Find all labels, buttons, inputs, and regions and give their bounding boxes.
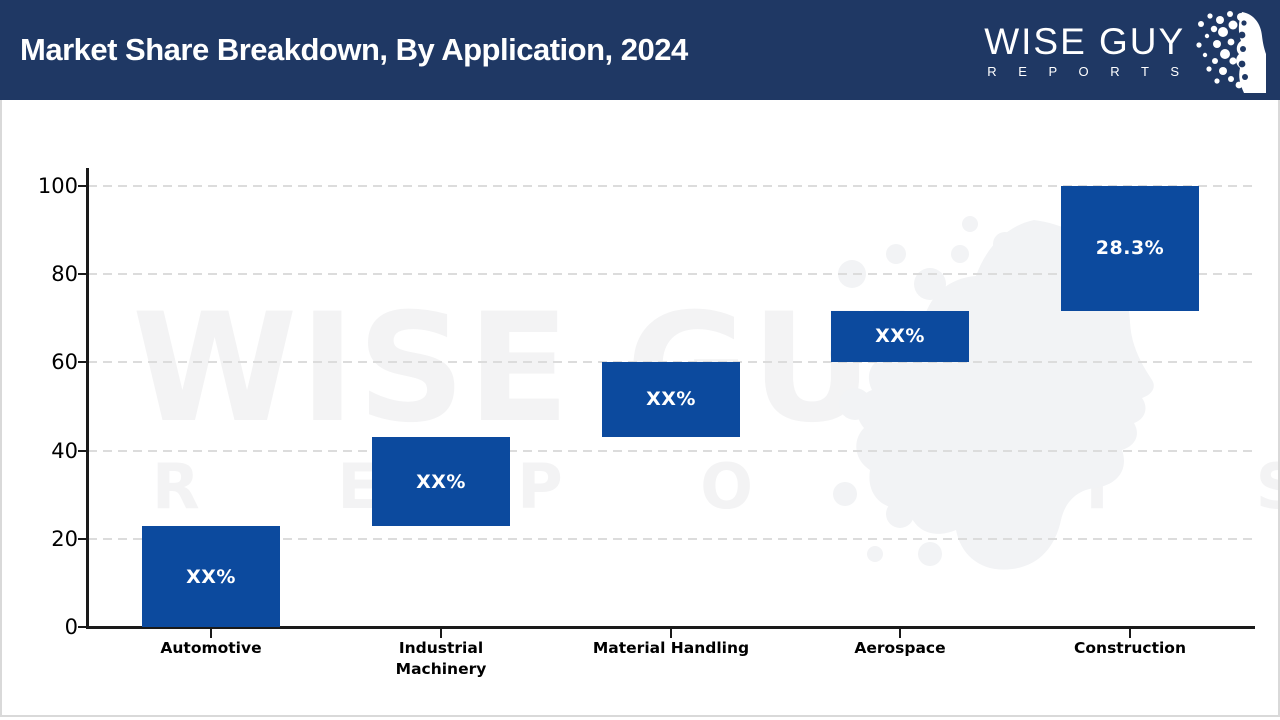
bar-automotive <box>142 526 280 627</box>
bar-construction <box>1061 186 1199 311</box>
chart-title: Market Share Breakdown, By Application, … <box>20 32 688 67</box>
y-axis-line <box>86 168 89 629</box>
bar-aerospace <box>831 310 969 362</box>
y-tick-80 <box>78 273 86 276</box>
x-tick-industrial-machinery <box>440 629 442 638</box>
y-tick-label-80: 80 <box>51 262 78 287</box>
bar-industrial-machinery <box>372 437 510 527</box>
y-tick-40 <box>78 449 86 452</box>
logo-name: WISE GUY <box>984 21 1186 62</box>
x-tick-automotive <box>210 629 212 638</box>
bar-value-label-industrial-machinery: XX% <box>416 470 466 493</box>
bar-material-handling <box>602 361 740 438</box>
x-tick-material-handling <box>670 629 672 638</box>
x-tick-label-aerospace: Aerospace <box>854 639 946 657</box>
y-tick-100 <box>78 185 86 187</box>
y-tick-label-0: 0 <box>64 615 78 639</box>
header-bar: Market Share Breakdown, By Application, … <box>0 0 1280 100</box>
gridline-80 <box>88 273 1253 276</box>
y-tick-0 <box>78 626 86 628</box>
gridline-40 <box>88 449 1253 452</box>
bar-value-label-automotive: XX% <box>186 565 236 588</box>
bar-value-label-construction: 28.3% <box>1095 237 1165 260</box>
page-border-bottom <box>0 715 1280 717</box>
y-tick-label-20: 20 <box>51 526 78 551</box>
y-tick-label-100: 100 <box>37 174 78 198</box>
gridline-20 <box>88 537 1253 540</box>
y-tick-60 <box>78 361 86 364</box>
page-border-right <box>1278 100 1280 717</box>
y-tick-label-60: 60 <box>51 350 78 375</box>
x-tick-construction <box>1129 629 1131 638</box>
x-axis-line <box>86 626 1255 629</box>
logo-subtitle: R E P O R T S <box>987 64 1188 79</box>
page-border-left <box>0 100 2 717</box>
wise-guy-logo: WISE GUY R E P O R T S <box>984 10 1266 93</box>
logo-head-icon <box>1196 11 1266 93</box>
y-tick-label-40: 40 <box>51 438 78 463</box>
x-tick-aerospace <box>899 629 901 638</box>
x-tick-label-construction: Construction <box>1074 639 1186 657</box>
x-tick-label-automotive: Automotive <box>160 639 262 657</box>
gridline-100 <box>88 185 1253 187</box>
x-tick-label-industrial-machinery: Industrial Machinery <box>395 639 487 678</box>
x-tick-label-material-handling: Material Handling <box>592 639 750 657</box>
bar-value-label-aerospace: XX% <box>875 325 925 348</box>
logo-text: WISE GUY R E P O R T S <box>984 23 1188 79</box>
bar-value-label-material-handling: XX% <box>646 388 696 411</box>
y-tick-20 <box>78 537 86 540</box>
chart-area: WISE GUY R E P O R T S 0 20 40 60 80 100 XX% Au… <box>0 100 1280 720</box>
